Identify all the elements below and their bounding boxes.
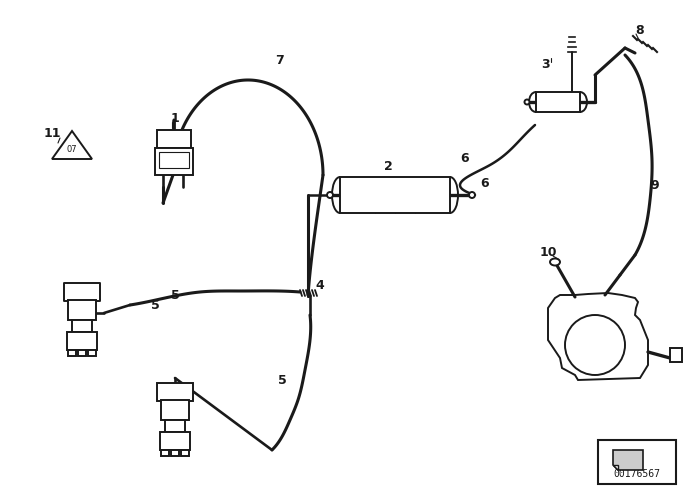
Text: 8: 8	[636, 24, 644, 37]
Bar	[159, 152, 189, 168]
Polygon shape	[613, 450, 643, 470]
Bar	[340, 177, 450, 213]
Bar	[68, 300, 96, 320]
Circle shape	[524, 99, 529, 105]
Text: 9: 9	[651, 178, 659, 192]
Bar	[157, 130, 191, 148]
Bar	[165, 420, 185, 432]
Bar	[160, 432, 190, 450]
Bar	[670, 348, 682, 362]
Text: 6: 6	[481, 176, 489, 190]
Bar	[88, 350, 96, 356]
Bar	[157, 383, 193, 401]
Text: 07: 07	[66, 145, 77, 154]
Text: 7: 7	[276, 53, 284, 67]
Polygon shape	[548, 293, 648, 380]
Bar	[536, 92, 580, 112]
Polygon shape	[613, 465, 618, 470]
Text: 5: 5	[171, 288, 179, 301]
Bar	[161, 450, 169, 456]
Bar	[67, 332, 97, 350]
Text: 5: 5	[278, 373, 286, 386]
Bar	[72, 320, 92, 332]
Bar	[68, 350, 76, 356]
Bar	[155, 148, 193, 175]
Text: 11: 11	[43, 126, 61, 139]
Text: 00176567: 00176567	[613, 469, 661, 479]
Bar	[64, 283, 100, 301]
Text: 5: 5	[150, 298, 160, 312]
Circle shape	[327, 192, 333, 198]
Text: 10: 10	[539, 246, 556, 258]
Ellipse shape	[550, 258, 560, 265]
Text: 1: 1	[171, 112, 179, 124]
Bar	[78, 350, 86, 356]
Text: 2: 2	[384, 160, 393, 172]
Circle shape	[469, 192, 475, 198]
Bar	[171, 450, 179, 456]
Text: 6: 6	[461, 152, 469, 165]
Text: 4: 4	[316, 279, 324, 291]
Text: 3: 3	[542, 58, 550, 72]
Bar	[598, 440, 676, 484]
Bar	[181, 450, 189, 456]
Bar	[161, 400, 189, 420]
Circle shape	[565, 315, 625, 375]
Polygon shape	[52, 131, 92, 159]
